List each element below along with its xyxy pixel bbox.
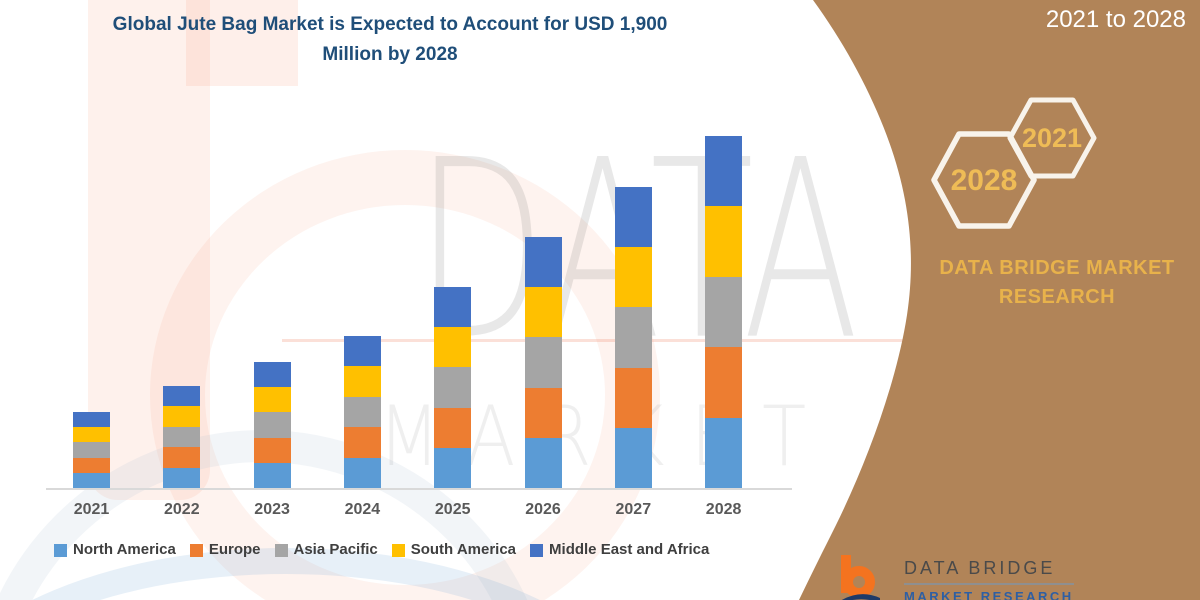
bar-segment: [73, 427, 110, 443]
x-axis-label-2024: 2024: [344, 501, 381, 518]
bar-2023: [253, 362, 291, 488]
bar-2024: [343, 336, 381, 488]
x-axis-label-2028: 2028: [705, 501, 742, 518]
legend-item-4: Middle East and Africa: [530, 541, 709, 558]
bar-segment: [434, 327, 472, 368]
bar-segment: [614, 367, 652, 428]
legend-label: South America: [410, 541, 517, 558]
bar-segment: [73, 412, 110, 428]
bar-segment: [253, 387, 291, 413]
chart-title-line2: Million by 2028: [322, 44, 458, 65]
bar-segment: [434, 367, 472, 408]
chart-title: Global Jute Bag Market is Expected to Ac…: [30, 10, 750, 70]
bar-segment: [253, 412, 291, 438]
bar-2025: [434, 287, 472, 488]
bar-segment: [253, 437, 291, 463]
bar-segment: [705, 136, 743, 207]
bar-segment: [434, 447, 472, 488]
bar-2028: [705, 136, 743, 488]
bar-segment: [253, 462, 291, 488]
footer-logo-b-icon: [841, 555, 880, 600]
footer-sub-label: MARKET RESEARCH: [904, 589, 1074, 600]
legend-item-3: South America: [391, 541, 517, 558]
footer-logo-text: DATA BRIDGE MARKET RESEARCH: [904, 558, 1074, 600]
legend-swatch: [391, 543, 405, 557]
x-axis-label-2027: 2027: [615, 501, 652, 518]
bar-segment: [614, 247, 652, 308]
chart-legend: North America Europe Asia Pacific South Ame…: [54, 541, 709, 558]
bar-segment: [343, 427, 381, 458]
bar-2026: [524, 237, 562, 488]
bar-segment: [705, 347, 743, 418]
legend-swatch: [189, 543, 203, 557]
bar-segment: [434, 287, 472, 328]
bar-segment: [73, 472, 110, 488]
bar-segment: [163, 386, 201, 407]
bar-segment: [253, 362, 291, 388]
x-axis-line: [46, 488, 792, 490]
legend-swatch: [274, 543, 288, 557]
bar-segment: [524, 287, 562, 338]
bar-segment: [524, 437, 562, 488]
x-axis-label-2022: 2022: [164, 501, 200, 518]
bar-segment: [343, 336, 381, 367]
legend-label: Asia Pacific: [293, 541, 378, 558]
x-axis-label-2026: 2026: [525, 501, 561, 518]
legend-item-2: Asia Pacific: [274, 541, 378, 558]
bar-segment: [614, 187, 652, 248]
bar-segment: [163, 426, 201, 448]
chart-title-line1: Global Jute Bag Market is Expected to Ac…: [112, 14, 668, 35]
bar-segment: [705, 206, 743, 277]
bar-segment: [524, 237, 562, 288]
bar-segment: [343, 366, 381, 397]
bar-segment: [524, 337, 562, 388]
bar-segment: [614, 307, 652, 368]
bar-segment: [163, 406, 201, 427]
side-panel-curve: [799, 0, 1200, 600]
legend-label: North America: [73, 541, 176, 558]
bar-segment: [434, 407, 472, 448]
bar-segment: [343, 396, 381, 428]
footer-logo: DATA BRIDGE MARKET RESEARCH: [838, 552, 1118, 600]
bar-2022: [163, 386, 201, 488]
bar-2027: [614, 187, 652, 488]
legend-item-0: North America: [54, 541, 176, 558]
legend-swatch: [54, 543, 67, 557]
legend-label: Europe: [208, 541, 261, 558]
legend-item-1: Europe: [189, 541, 261, 558]
bar-2021: [73, 412, 110, 488]
legend-label: Middle East and Africa: [549, 541, 710, 558]
legend-swatch: [530, 543, 544, 557]
bar-segment: [705, 276, 743, 348]
x-axis-label-2025: 2025: [434, 501, 471, 518]
bar-segment: [614, 427, 652, 488]
x-axis-label-2021: 2021: [73, 501, 110, 518]
bar-segment: [73, 442, 110, 458]
bar-segment: [73, 457, 110, 473]
x-axis-label-2023: 2023: [254, 501, 290, 518]
bar-segment: [163, 467, 201, 488]
bar-segment: [705, 417, 743, 488]
bar-segment: [163, 447, 201, 468]
bar-segment: [343, 457, 381, 488]
bar-segment: [524, 387, 562, 438]
footer-brand-label: DATA BRIDGE: [904, 558, 1074, 585]
